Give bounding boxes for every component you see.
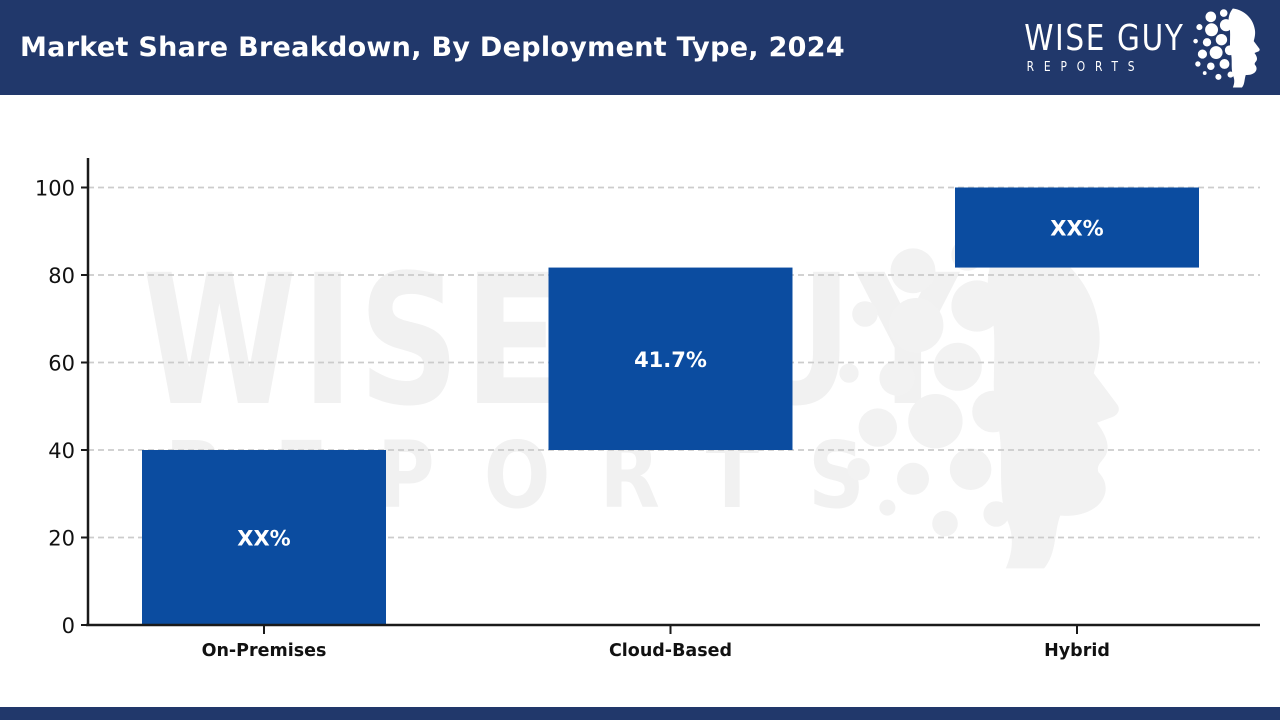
bar-value-label: XX% xyxy=(1050,217,1103,241)
wise-guy-reports-logo: WISE GUY REPORTS xyxy=(989,3,1265,93)
footer-bar xyxy=(0,707,1280,720)
y-tick-label: 80 xyxy=(48,264,75,288)
y-tick-label: 60 xyxy=(48,352,75,376)
y-tick-label: 100 xyxy=(35,177,75,201)
bar-value-label: 41.7% xyxy=(634,348,707,372)
logo-wordmark: WISE GUY xyxy=(1023,18,1184,59)
x-tick-label: Cloud-Based xyxy=(609,641,732,661)
bar-segment xyxy=(142,450,386,625)
bar-segment xyxy=(548,267,793,450)
y-tick-label: 0 xyxy=(62,614,75,638)
y-tick-label: 20 xyxy=(48,527,75,551)
x-tick-label: On-Premises xyxy=(202,641,327,661)
logo-subtext: REPORTS xyxy=(1026,60,1144,75)
bar-value-label: XX% xyxy=(237,527,290,551)
wise-guy-head-icon xyxy=(1193,7,1260,88)
y-tick-label: 40 xyxy=(48,439,75,463)
bar-segment xyxy=(955,187,1199,268)
header-bar: Market Share Breakdown, By Deployment Ty… xyxy=(0,0,1280,95)
x-tick-label: Hybrid xyxy=(1044,641,1110,661)
chart-title: Market Share Breakdown, By Deployment Ty… xyxy=(20,32,845,63)
logo-text: WISE GUY REPORTS xyxy=(1023,18,1184,75)
